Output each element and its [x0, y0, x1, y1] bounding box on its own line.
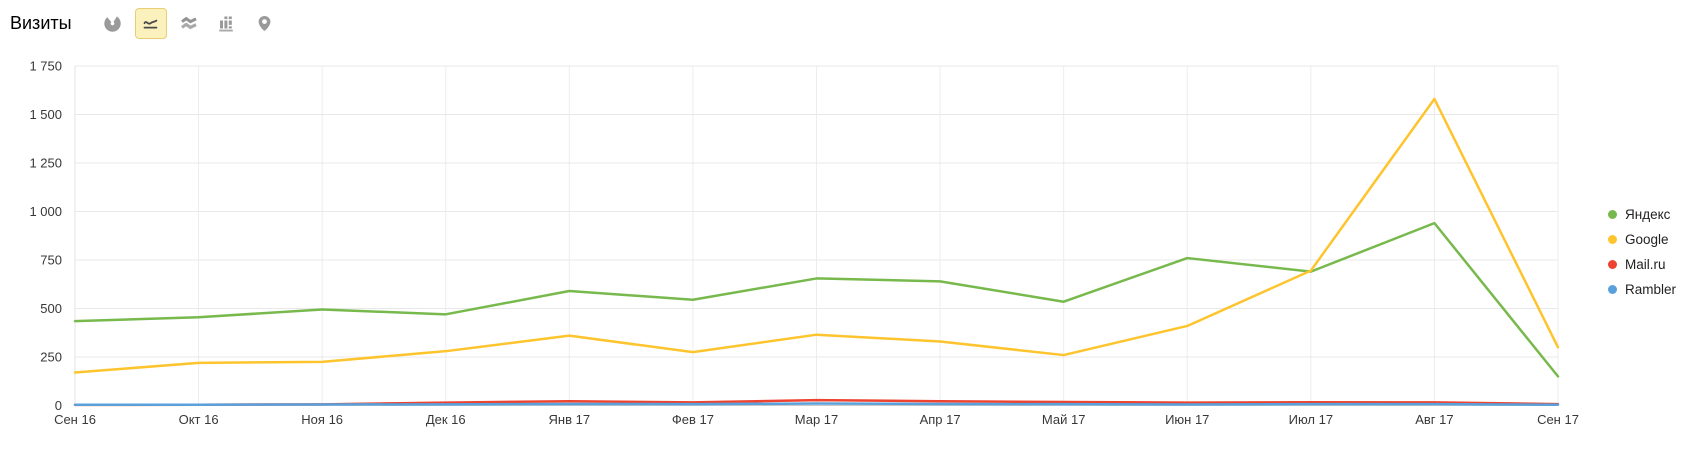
line-chart-icon — [143, 19, 158, 28]
chart-type-columns-button[interactable] — [211, 8, 243, 39]
legend-item-mail-ru[interactable]: Mail.ru — [1608, 252, 1676, 277]
x-axis-tick-label: Фев 17 — [672, 412, 714, 427]
x-axis-tick-label: Авг 17 — [1415, 412, 1453, 427]
x-axis-tick-label: Ноя 16 — [301, 412, 343, 427]
stacked-area-chart-icon — [180, 16, 197, 29]
geo-map-pin-icon — [258, 15, 271, 31]
x-axis-tick-label: Сен 17 — [1537, 412, 1579, 427]
legend-color-dot — [1608, 210, 1617, 219]
column-chart-icon — [218, 16, 233, 31]
series-line-google — [73, 97, 1560, 374]
widget-title: Визиты — [10, 13, 72, 33]
y-axis-tick-label: 1 000 — [29, 204, 62, 219]
legend-item-google[interactable]: Google — [1608, 227, 1676, 252]
y-axis-tick-label: 1 250 — [29, 156, 62, 171]
legend-item-яндекс[interactable]: Яндекс — [1608, 202, 1676, 227]
y-axis-tick-label: 0 — [55, 398, 62, 413]
pie-chart-icon — [104, 14, 121, 32]
x-axis-tick-label: Сен 16 — [54, 412, 96, 427]
x-axis-tick-label: Окт 16 — [179, 412, 219, 427]
legend-label: Google — [1625, 232, 1669, 247]
legend-label: Rambler — [1625, 282, 1677, 297]
chart-type-toolbar — [94, 7, 284, 39]
widget-header: Визиты — [10, 7, 284, 39]
y-axis-tick-label: 1 500 — [29, 107, 62, 122]
x-axis-tick-label: Апр 17 — [920, 412, 961, 427]
x-axis-tick-label: Дек 16 — [426, 412, 466, 427]
x-axis-tick-label: Июл 17 — [1289, 412, 1333, 427]
chart-legend: Яндекс Google Mail.ru Rambler — [1608, 202, 1676, 302]
y-axis-tick-label: 750 — [40, 253, 62, 268]
chart-type-line-button[interactable] — [134, 7, 167, 39]
chart-type-map-button[interactable] — [249, 8, 281, 39]
series-line-rambler — [73, 402, 1560, 406]
legend-color-dot — [1608, 235, 1617, 244]
y-axis-tick-label: 500 — [40, 301, 62, 316]
x-axis-tick-label: Янв 17 — [549, 412, 591, 427]
legend-color-dot — [1608, 260, 1617, 269]
x-axis-tick-label: Июн 17 — [1165, 412, 1209, 427]
y-axis-tick-label: 250 — [40, 350, 62, 365]
x-axis-tick-label: Май 17 — [1042, 412, 1086, 427]
chart-type-pie-button[interactable] — [97, 8, 129, 39]
legend-color-dot — [1608, 285, 1617, 294]
legend-label: Яндекс — [1625, 207, 1671, 222]
x-axis-tick-label: Мар 17 — [795, 412, 839, 427]
y-axis-tick-label: 1 750 — [29, 59, 62, 74]
legend-item-rambler[interactable]: Rambler — [1608, 277, 1676, 302]
legend-label: Mail.ru — [1625, 257, 1666, 272]
chart-type-stacked-area-button[interactable] — [173, 8, 205, 39]
